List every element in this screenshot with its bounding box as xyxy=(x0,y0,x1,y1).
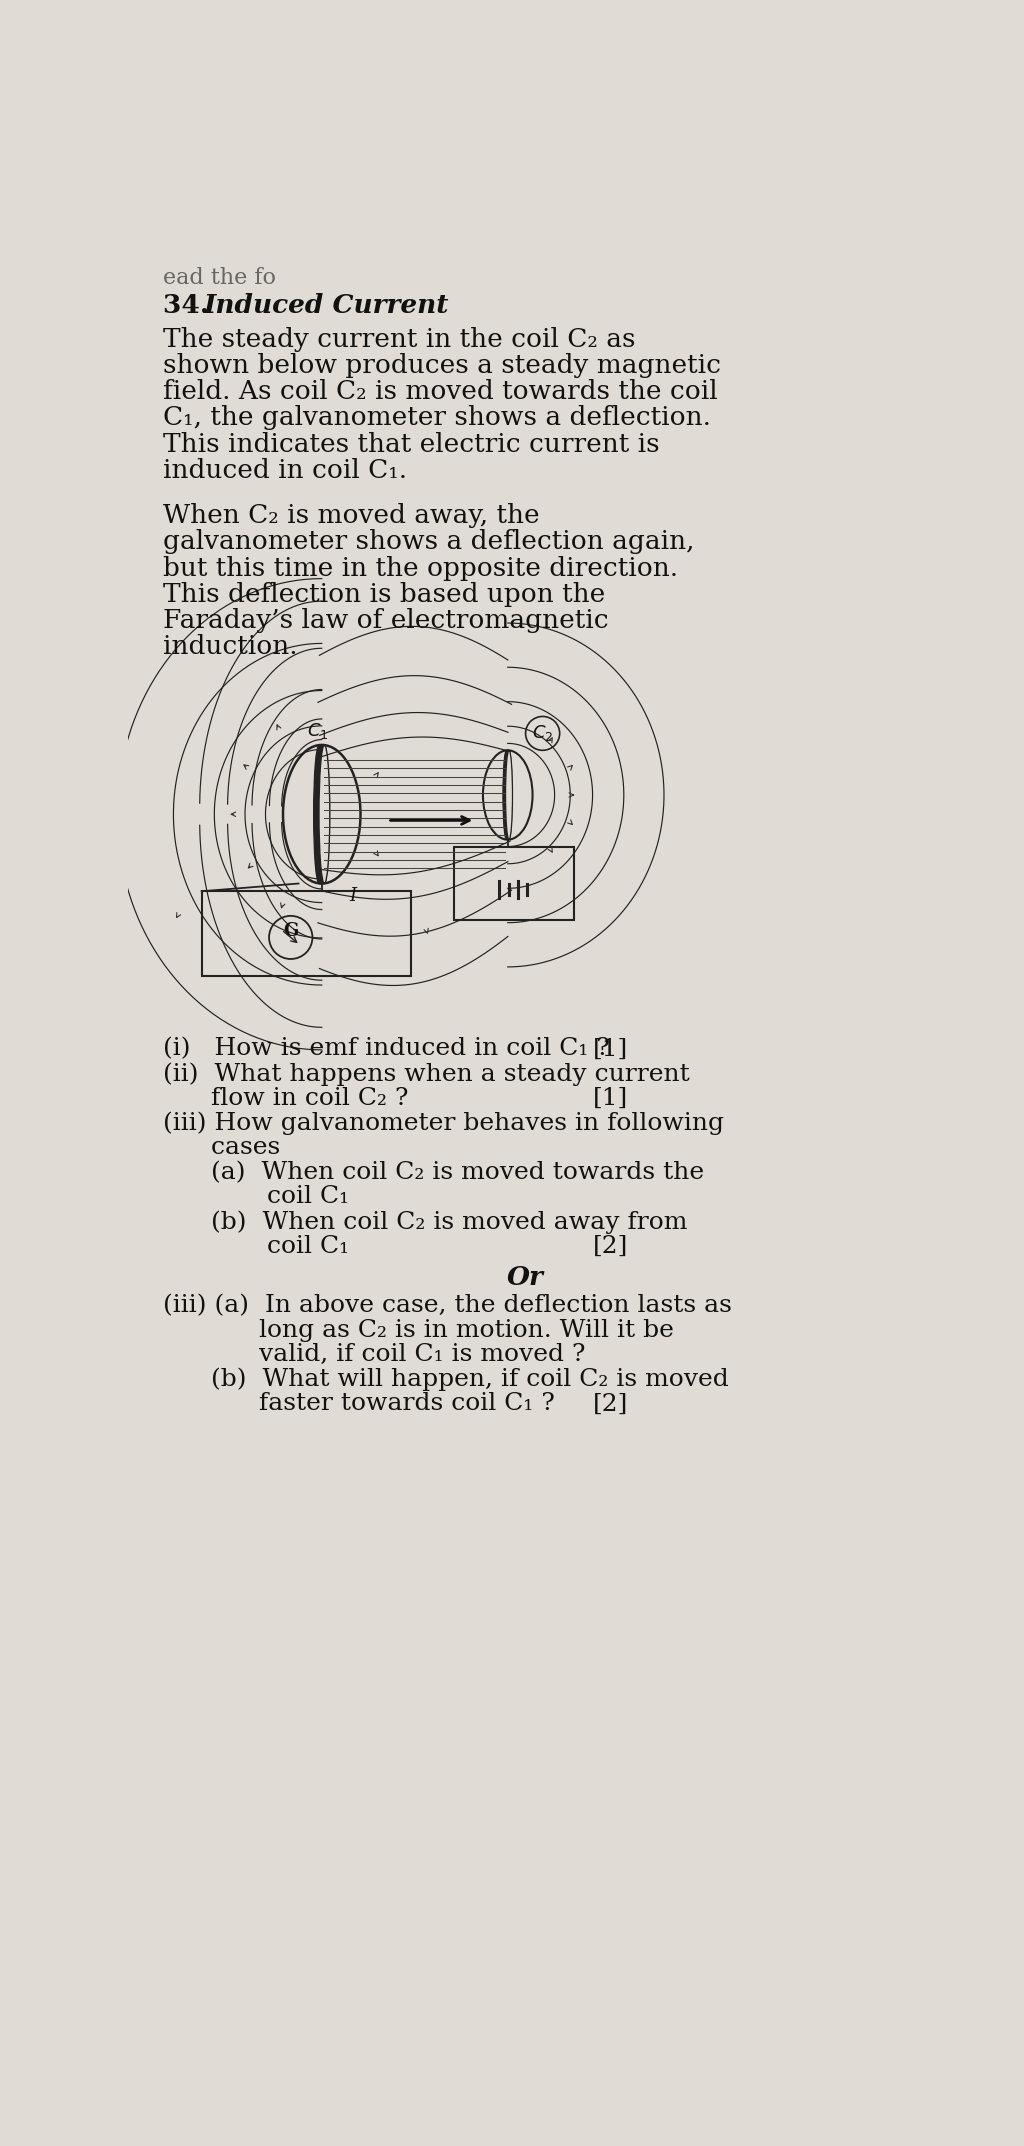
Text: I: I xyxy=(349,886,356,906)
Text: shown below produces a steady magnetic: shown below produces a steady magnetic xyxy=(163,352,721,378)
Text: (b)  When coil C₂ is moved away from: (b) When coil C₂ is moved away from xyxy=(163,1210,687,1234)
Text: valid, if coil C₁ is moved ?: valid, if coil C₁ is moved ? xyxy=(163,1343,586,1367)
Text: ead the fo: ead the fo xyxy=(163,266,275,290)
Text: galvanometer shows a deflection again,: galvanometer shows a deflection again, xyxy=(163,530,694,554)
Text: [1]: [1] xyxy=(593,1037,629,1060)
Ellipse shape xyxy=(505,751,511,839)
Ellipse shape xyxy=(314,745,326,884)
Ellipse shape xyxy=(504,751,510,839)
Text: long as C₂ is in motion. Will it be: long as C₂ is in motion. Will it be xyxy=(163,1318,674,1341)
Ellipse shape xyxy=(317,745,328,884)
Text: $C_1$: $C_1$ xyxy=(307,721,329,740)
Text: G: G xyxy=(283,923,298,940)
Text: This deflection is based upon the: This deflection is based upon the xyxy=(163,582,605,607)
Circle shape xyxy=(269,916,312,959)
Ellipse shape xyxy=(317,745,329,884)
Text: [1]: [1] xyxy=(593,1086,629,1109)
Text: C₁, the galvanometer shows a deflection.: C₁, the galvanometer shows a deflection. xyxy=(163,406,711,431)
Text: Faraday’s law of electromagnetic: Faraday’s law of electromagnetic xyxy=(163,607,608,633)
Text: coil C₁: coil C₁ xyxy=(163,1234,349,1258)
Text: but this time in the opposite direction.: but this time in the opposite direction. xyxy=(163,556,678,582)
Text: induction.: induction. xyxy=(163,633,298,659)
Text: flow in coil C₂ ?: flow in coil C₂ ? xyxy=(163,1086,409,1109)
Text: induced in coil C₁.: induced in coil C₁. xyxy=(163,457,407,483)
Text: The steady current in the coil C₂ as: The steady current in the coil C₂ as xyxy=(163,326,635,352)
Text: (i)   How is emf induced in coil C₁ ?: (i) How is emf induced in coil C₁ ? xyxy=(163,1037,609,1060)
Ellipse shape xyxy=(315,745,327,884)
Ellipse shape xyxy=(318,745,330,884)
Text: (a)  When coil C₂ is moved towards the: (a) When coil C₂ is moved towards the xyxy=(163,1161,705,1185)
Ellipse shape xyxy=(505,751,512,839)
Text: (b)  What will happen, if coil C₂ is moved: (b) What will happen, if coil C₂ is move… xyxy=(163,1367,729,1391)
Text: Induced Current: Induced Current xyxy=(203,294,449,318)
Text: (ii)  What happens when a steady current: (ii) What happens when a steady current xyxy=(163,1062,689,1086)
Ellipse shape xyxy=(504,751,511,839)
Ellipse shape xyxy=(318,745,330,884)
Text: This indicates that electric current is: This indicates that electric current is xyxy=(163,431,659,457)
Text: Or: Or xyxy=(506,1266,544,1290)
Ellipse shape xyxy=(505,751,512,839)
Text: (iii) How galvanometer behaves in following: (iii) How galvanometer behaves in follow… xyxy=(163,1112,724,1135)
Text: field. As coil C₂ is moved towards the coil: field. As coil C₂ is moved towards the c… xyxy=(163,380,718,403)
Circle shape xyxy=(525,717,560,751)
Text: [2]: [2] xyxy=(593,1393,629,1416)
Ellipse shape xyxy=(316,745,327,884)
Ellipse shape xyxy=(506,751,512,839)
Text: [2]: [2] xyxy=(593,1234,629,1258)
Ellipse shape xyxy=(313,745,325,884)
Text: 34.: 34. xyxy=(163,294,218,318)
Ellipse shape xyxy=(316,745,328,884)
Text: $C_2$: $C_2$ xyxy=(531,723,553,743)
Text: (iii) (a)  In above case, the deflection lasts as: (iii) (a) In above case, the deflection … xyxy=(163,1294,732,1318)
Text: faster towards coil C₁ ?: faster towards coil C₁ ? xyxy=(163,1393,555,1416)
Text: cases: cases xyxy=(163,1135,281,1159)
Text: coil C₁: coil C₁ xyxy=(163,1185,349,1208)
Text: When C₂ is moved away, the: When C₂ is moved away, the xyxy=(163,502,540,528)
Ellipse shape xyxy=(503,751,510,839)
Ellipse shape xyxy=(504,751,511,839)
Ellipse shape xyxy=(314,745,326,884)
